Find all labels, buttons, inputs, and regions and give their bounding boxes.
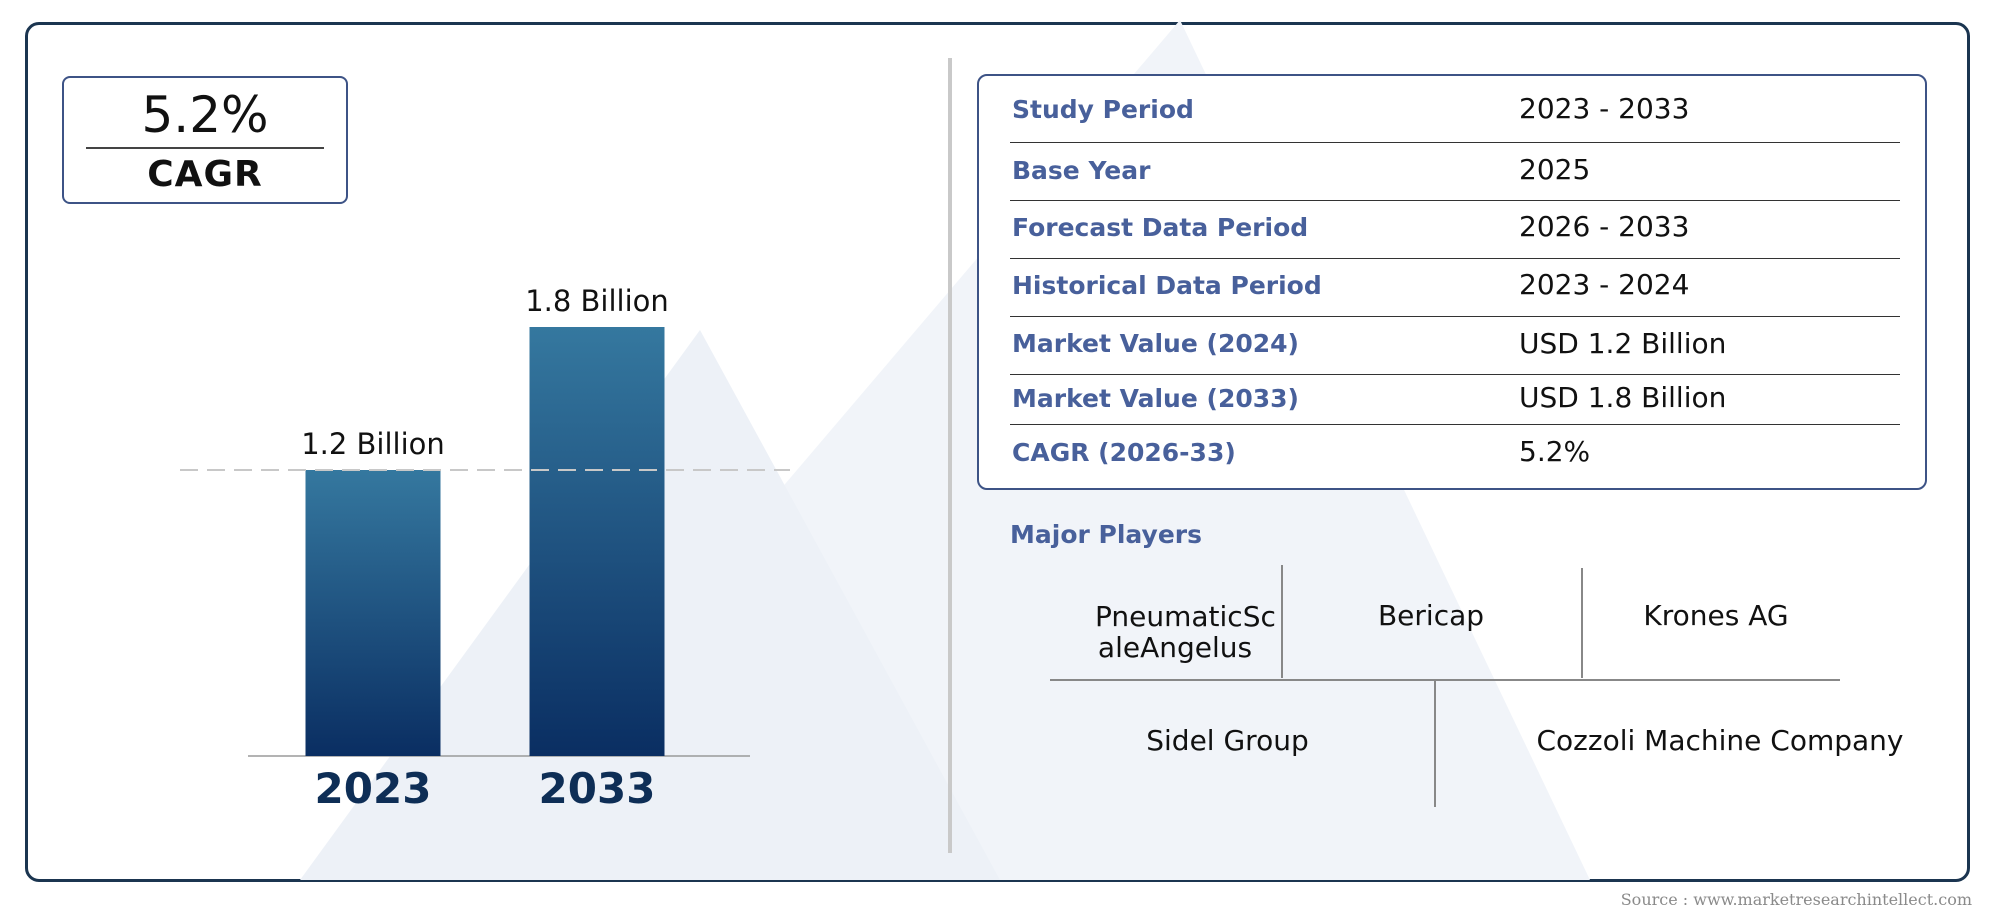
cagr-value: 5.2% [141,86,269,144]
players-divider [1581,568,1583,678]
stat-value: 2025 [1519,153,1591,186]
bar-value-label: 1.8 Billion [525,284,669,318]
cagr-box: 5.2% CAGR [62,76,348,204]
player-name: Krones AG [1643,599,1789,632]
stat-label: Historical Data Period [1012,271,1322,300]
source-credit: Source : www.marketresearchintellect.com [1620,890,1972,909]
x-tick-label: 2023 [315,764,432,813]
stat-label: Market Value (2033) [1012,384,1299,413]
player-name: Bericap [1377,599,1485,632]
x-tick-label: 2033 [539,764,656,813]
bar-2033 [529,327,665,756]
bar-2023 [305,470,441,756]
stat-label: CAGR (2026-33) [1012,438,1236,467]
bar-chart: 1.2 Billion 2023 1.8 Billion 2033 [180,284,790,813]
stat-value: 2023 - 2024 [1519,268,1690,301]
market-stats-table: Study Period 2023 - 2033 Base Year 2025 … [977,74,1927,490]
stat-row-market-value-2033: Market Value (2033) USD 1.8 Billion [1010,374,1900,425]
player-name: Cozzoli Machine Company [1536,724,1904,757]
stat-label: Study Period [1012,95,1194,124]
stat-row-base-year: Base Year 2025 [1010,142,1900,201]
player-name: PneumaticSc aleAngelus [1095,600,1276,664]
stat-row-study-period: Study Period 2023 - 2033 [1010,76,1900,143]
cagr-separator [86,147,324,149]
stat-row-cagr: CAGR (2026-33) 5.2% [1010,424,1900,484]
stat-value: 2026 - 2033 [1519,210,1690,243]
stat-value: 5.2% [1519,435,1591,468]
player-name: Sidel Group [1146,724,1309,757]
stat-row-historical-period: Historical Data Period 2023 - 2024 [1010,258,1900,317]
stat-row-market-value-2024: Market Value (2024) USD 1.2 Billion [1010,316,1900,375]
players-row-divider [1050,679,1840,681]
panel-divider [948,58,952,853]
stat-value: USD 1.2 Billion [1519,327,1727,360]
stat-label: Forecast Data Period [1012,213,1309,242]
major-players-title: Major Players [1010,520,1202,549]
stat-label: Base Year [1012,156,1151,185]
stat-label: Market Value (2024) [1012,329,1299,358]
players-divider [1281,565,1283,678]
cagr-label: CAGR [147,154,263,195]
players-divider [1434,681,1436,807]
stat-value: 2023 - 2033 [1519,92,1690,125]
stat-value: USD 1.8 Billion [1519,381,1727,414]
bar-value-label: 1.2 Billion [301,427,445,461]
stat-row-forecast-period: Forecast Data Period 2026 - 2033 [1010,200,1900,259]
